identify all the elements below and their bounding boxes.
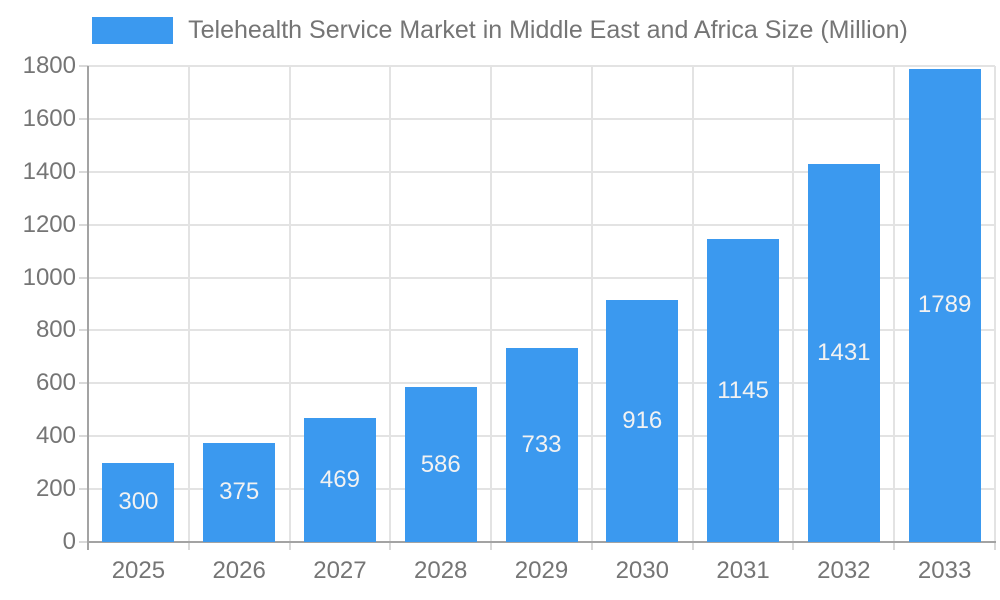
- h-gridline: [88, 65, 995, 67]
- y-axis-tick: [79, 117, 88, 120]
- y-axis-tick: [79, 223, 88, 226]
- bar-2027[interactable]: [303, 417, 376, 542]
- x-tick-label: 2030: [615, 557, 669, 584]
- v-gridline: [893, 66, 896, 542]
- y-tick-label: 0: [62, 528, 76, 555]
- x-tick-label: 2027: [313, 557, 367, 584]
- v-gridline: [389, 66, 392, 542]
- x-tick-label: 2033: [917, 557, 972, 584]
- chart-legend[interactable]: Telehealth Service Market in Middle East…: [0, 16, 1000, 45]
- v-gridline: [691, 66, 694, 542]
- x-axis-tick: [691, 542, 694, 550]
- x-tick-label: 2028: [414, 557, 468, 584]
- y-axis-tick: [79, 488, 88, 491]
- bar-2030[interactable]: [606, 299, 679, 542]
- y-tick-label: 600: [35, 369, 76, 397]
- h-gridline: [88, 117, 995, 120]
- v-gridline: [490, 66, 493, 542]
- v-gridline: [187, 66, 190, 542]
- v-gridline: [288, 66, 291, 542]
- v-gridline: [590, 66, 593, 542]
- x-tick-label: 2025: [111, 557, 166, 584]
- x-tick-label: 2031: [716, 557, 770, 584]
- y-tick-label: 1600: [22, 104, 76, 132]
- x-axis-tick: [490, 542, 493, 550]
- x-tick-label: 2032: [817, 557, 871, 584]
- y-axis-line: [87, 66, 89, 550]
- h-gridline: [88, 329, 995, 332]
- y-axis-tick: [79, 65, 88, 67]
- y-axis-tick: [79, 170, 88, 173]
- x-axis-tick: [893, 542, 896, 550]
- x-axis-tick: [792, 542, 795, 550]
- y-axis-tick: [79, 541, 88, 543]
- bar-2026[interactable]: [203, 442, 276, 542]
- y-axis-tick: [79, 276, 88, 279]
- y-tick-label: 800: [35, 316, 76, 344]
- h-gridline: [88, 170, 995, 173]
- x-axis-line: [87, 541, 996, 543]
- x-tick-label: 2029: [514, 557, 569, 584]
- x-axis-tick: [590, 542, 593, 550]
- bar-2029[interactable]: [505, 348, 578, 542]
- h-gridline: [88, 276, 995, 279]
- y-tick-label: 200: [35, 475, 76, 503]
- y-tick-label: 1800: [22, 52, 76, 79]
- x-tick-label: 2026: [212, 557, 266, 584]
- bar-2031[interactable]: [707, 239, 780, 542]
- y-axis-tick: [79, 435, 88, 438]
- bar-2033[interactable]: [908, 68, 981, 542]
- v-gridline: [994, 66, 996, 542]
- bar-2028[interactable]: [404, 387, 477, 542]
- y-axis-tick: [79, 329, 88, 332]
- x-axis-tick: [389, 542, 392, 550]
- h-gridline: [88, 223, 995, 226]
- y-tick-label: 1000: [22, 263, 76, 291]
- bar-2025[interactable]: [102, 462, 175, 542]
- legend-label: Telehealth Service Market in Middle East…: [188, 16, 908, 44]
- x-axis-tick: [187, 542, 190, 550]
- v-gridline: [792, 66, 795, 542]
- bar-2032[interactable]: [807, 163, 880, 542]
- y-tick-label: 1400: [22, 157, 76, 185]
- x-axis-tick: [994, 542, 996, 550]
- legend-swatch: [92, 17, 174, 44]
- y-tick-label: 1200: [22, 210, 76, 238]
- x-axis-tick: [288, 542, 291, 550]
- y-tick-label: 400: [35, 422, 76, 450]
- y-axis-tick: [79, 382, 88, 385]
